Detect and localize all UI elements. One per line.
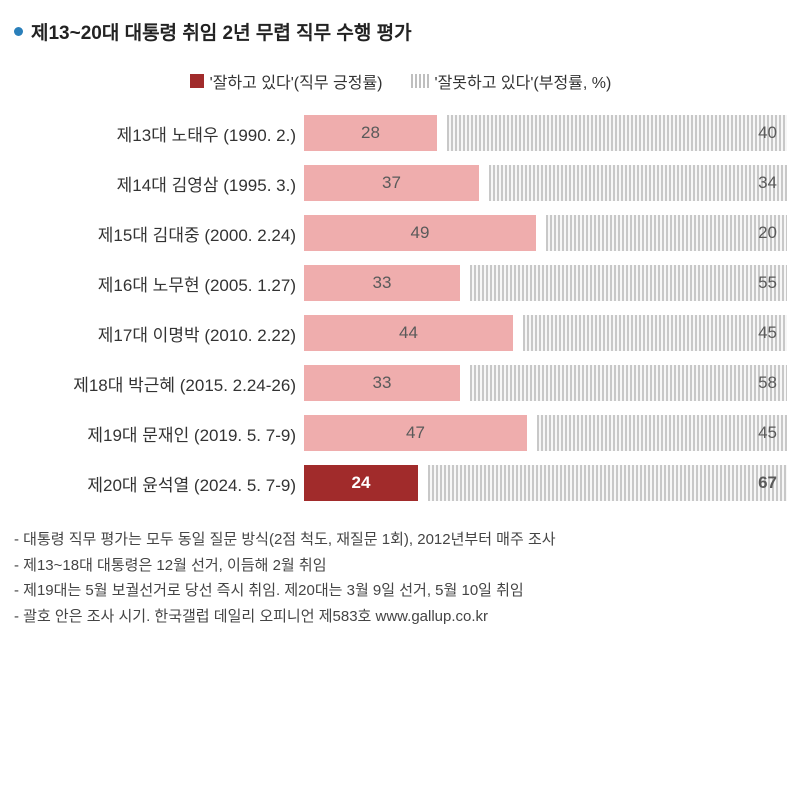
bullet-icon	[14, 27, 23, 36]
chart-row: 제17대 이명박 (2010. 2.22) 44 45	[14, 315, 787, 351]
negative-value: 67	[758, 473, 787, 493]
legend-positive: '잘하고 있다'(직무 긍정률)	[190, 69, 383, 93]
chart-title: 제13~20대 대통령 취임 2년 무렵 직무 수행 평가	[31, 18, 412, 45]
negative-bar: 45	[537, 415, 787, 451]
chart-header: 제13~20대 대통령 취임 2년 무렵 직무 수행 평가	[14, 18, 787, 45]
row-label: 제16대 노무현 (2005. 1.27)	[14, 271, 304, 296]
positive-bar: 44	[304, 315, 513, 351]
chart-row: 제15대 김대중 (2000. 2.24) 49 20	[14, 215, 787, 251]
positive-bar: 47	[304, 415, 527, 451]
negative-bar: 55	[470, 265, 787, 301]
chart-row: 제20대 윤석열 (2024. 5. 7-9) 24 67	[14, 465, 787, 501]
chart-rows: 제13대 노태우 (1990. 2.) 28 40 제14대 김영삼 (1995. 3…	[14, 115, 787, 501]
bar-area: 47 45	[304, 415, 787, 451]
chart-row: 제14대 김영삼 (1995. 3.) 37 34	[14, 165, 787, 201]
bar-area: 49 20	[304, 215, 787, 251]
positive-bar: 24	[304, 465, 418, 501]
positive-value: 37	[382, 173, 401, 193]
row-label: 제17대 이명박 (2010. 2.22)	[14, 321, 304, 346]
swatch-negative-icon	[411, 74, 429, 88]
negative-bar: 34	[489, 165, 787, 201]
positive-bar: 28	[304, 115, 437, 151]
positive-bar: 49	[304, 215, 536, 251]
negative-value: 40	[758, 123, 787, 143]
bar-area: 28 40	[304, 115, 787, 151]
positive-value: 47	[406, 423, 425, 443]
positive-bar: 33	[304, 365, 460, 401]
positive-value: 24	[352, 473, 371, 493]
chart-row: 제16대 노무현 (2005. 1.27) 33 55	[14, 265, 787, 301]
positive-value: 33	[373, 273, 392, 293]
positive-value: 44	[399, 323, 418, 343]
chart-row: 제19대 문재인 (2019. 5. 7-9) 47 45	[14, 415, 787, 451]
negative-bar: 40	[447, 115, 787, 151]
chart-row: 제18대 박근혜 (2015. 2.24-26) 33 58	[14, 365, 787, 401]
negative-bar: 45	[523, 315, 787, 351]
negative-bar: 67	[428, 465, 787, 501]
footnote-line: - 제19대는 5월 보궐선거로 당선 즉시 취임. 제20대는 3월 9일 선…	[14, 578, 787, 604]
negative-bar: 58	[470, 365, 787, 401]
negative-value: 58	[758, 373, 787, 393]
row-label: 제19대 문재인 (2019. 5. 7-9)	[14, 421, 304, 446]
bar-area: 37 34	[304, 165, 787, 201]
positive-value: 49	[411, 223, 430, 243]
positive-bar: 33	[304, 265, 460, 301]
row-label: 제15대 김대중 (2000. 2.24)	[14, 221, 304, 246]
footnotes: - 대통령 직무 평가는 모두 동일 질문 방식(2점 척도, 재질문 1회),…	[14, 527, 787, 629]
bar-area: 44 45	[304, 315, 787, 351]
negative-value: 20	[758, 223, 787, 243]
legend-negative-label: '잘못하고 있다'(부정률, %)	[435, 69, 612, 93]
positive-value: 33	[373, 373, 392, 393]
negative-value: 55	[758, 273, 787, 293]
negative-bar: 20	[546, 215, 787, 251]
negative-value: 45	[758, 423, 787, 443]
legend-negative: '잘못하고 있다'(부정률, %)	[411, 69, 612, 93]
bar-area: 33 58	[304, 365, 787, 401]
negative-value: 45	[758, 323, 787, 343]
bar-area: 33 55	[304, 265, 787, 301]
negative-value: 34	[758, 173, 787, 193]
footnote-line: - 제13~18대 대통령은 12월 선거, 이듬해 2월 취임	[14, 553, 787, 579]
row-label: 제20대 윤석열 (2024. 5. 7-9)	[14, 471, 304, 496]
chart-row: 제13대 노태우 (1990. 2.) 28 40	[14, 115, 787, 151]
bar-area: 24 67	[304, 465, 787, 501]
swatch-positive-icon	[190, 74, 204, 88]
legend-positive-label: '잘하고 있다'(직무 긍정률)	[210, 69, 383, 93]
footnote-line: - 괄호 안은 조사 시기. 한국갤럽 데일리 오피니언 제583호 www.g…	[14, 604, 787, 630]
positive-value: 28	[361, 123, 380, 143]
footnote-line: - 대통령 직무 평가는 모두 동일 질문 방식(2점 척도, 재질문 1회),…	[14, 527, 787, 553]
legend: '잘하고 있다'(직무 긍정률) '잘못하고 있다'(부정률, %)	[14, 69, 787, 93]
row-label: 제18대 박근혜 (2015. 2.24-26)	[14, 371, 304, 396]
row-label: 제13대 노태우 (1990. 2.)	[14, 121, 304, 146]
row-label: 제14대 김영삼 (1995. 3.)	[14, 171, 304, 196]
positive-bar: 37	[304, 165, 479, 201]
